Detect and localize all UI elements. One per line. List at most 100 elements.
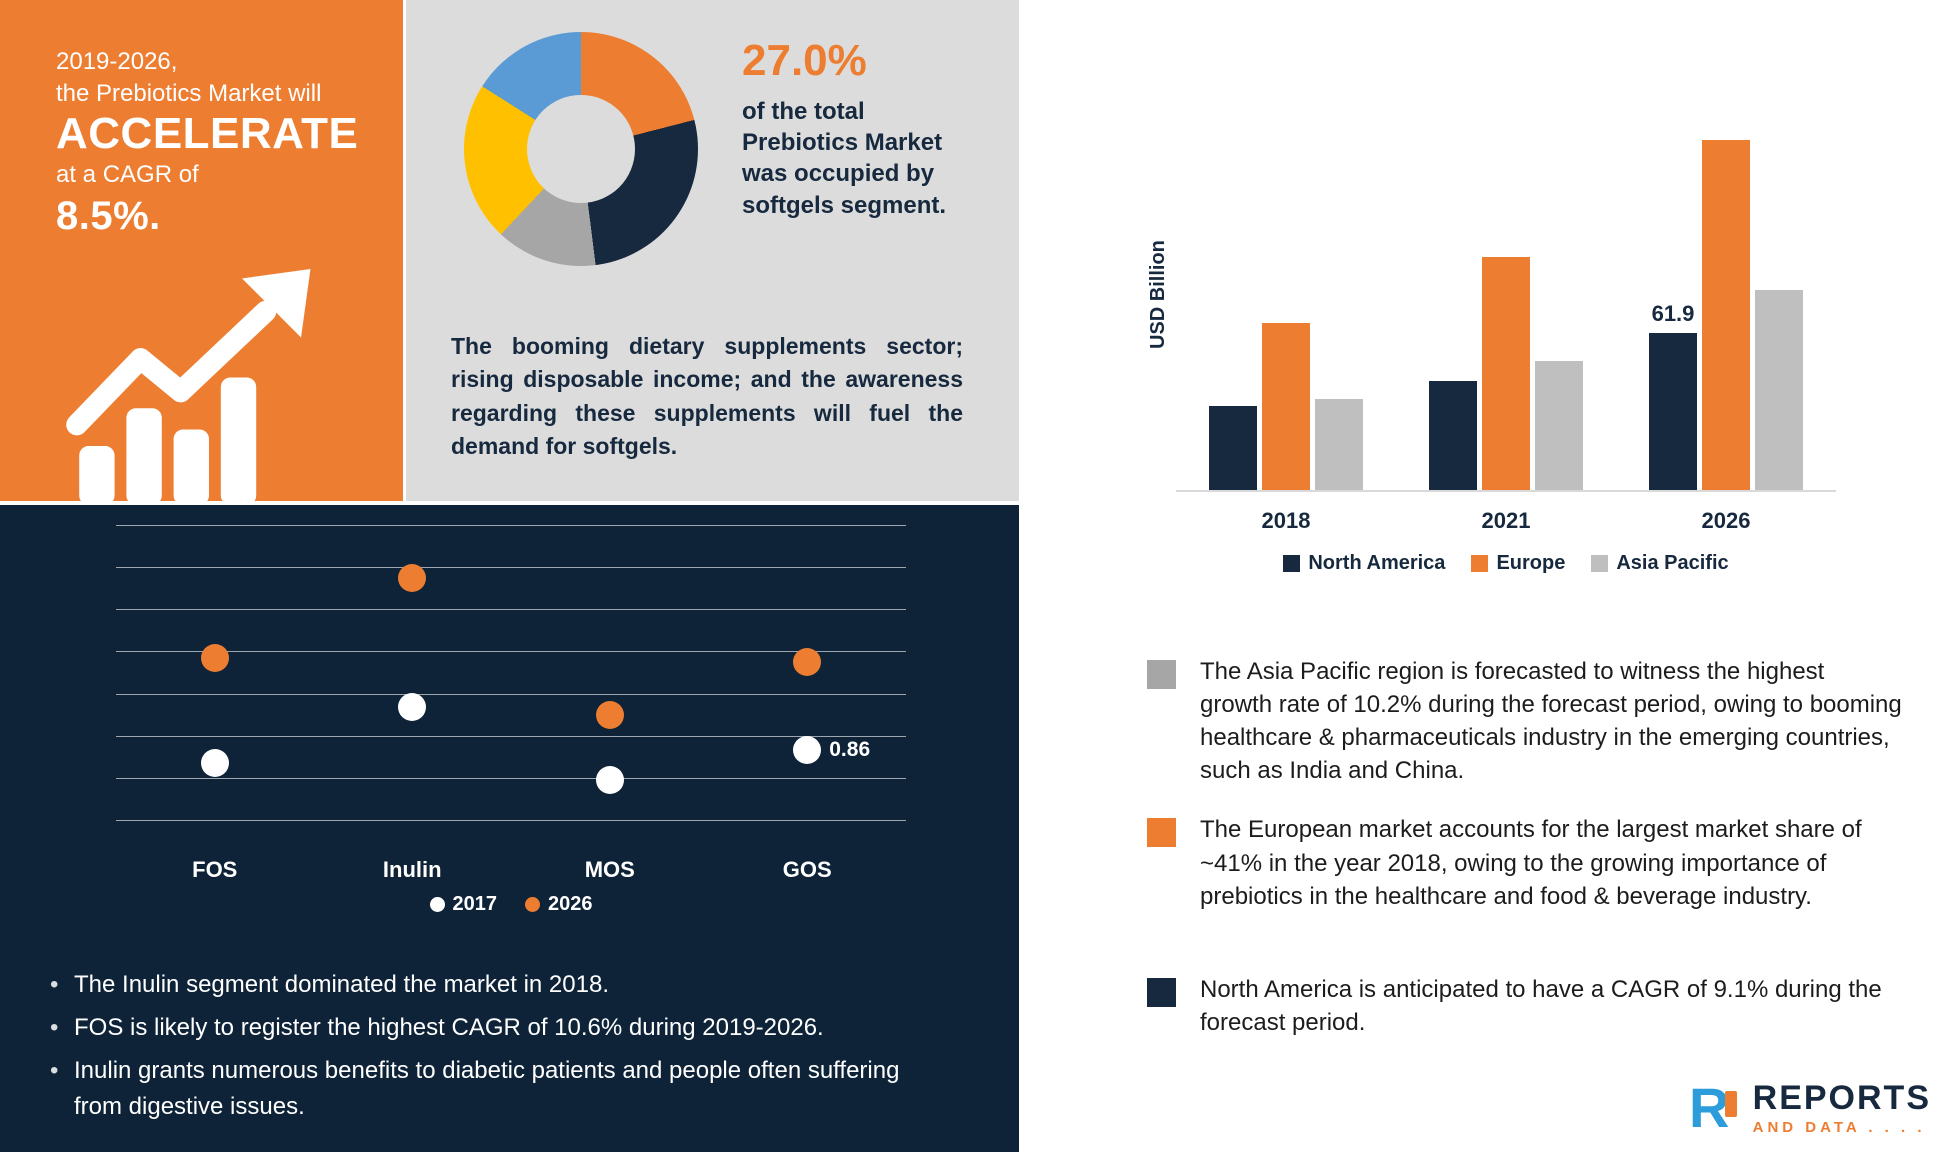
europe-bar bbox=[1482, 256, 1530, 490]
asia-pacific-bar bbox=[1755, 289, 1803, 490]
dotplot-point bbox=[595, 765, 624, 794]
promo-accelerate: ACCELERATE bbox=[56, 109, 359, 159]
promo-market-text: the Prebiotics Market will bbox=[56, 79, 322, 107]
dotplot-point bbox=[200, 644, 229, 673]
dotplot-point bbox=[793, 648, 822, 677]
region-notes: The Asia Pacific region is forecasted to… bbox=[1147, 655, 1903, 1065]
bar-cluster bbox=[1429, 256, 1583, 490]
bullet-item: Inulin grants numerous benefits to diabe… bbox=[46, 1053, 946, 1125]
bar bbox=[1262, 322, 1310, 490]
dotplot-point bbox=[398, 692, 427, 721]
dotplot-legend: 2017 2026 bbox=[116, 893, 906, 916]
dotplot-category-label: Inulin bbox=[382, 857, 442, 882]
bar bbox=[1482, 256, 1530, 490]
legend-swatch bbox=[1471, 555, 1489, 572]
bar-value-label: 61.9 bbox=[1651, 301, 1695, 327]
bar-category-label: 2018 bbox=[1261, 508, 1311, 533]
bar bbox=[1315, 398, 1363, 490]
legend-swatch bbox=[525, 897, 540, 912]
legend-swatch bbox=[429, 897, 445, 912]
segment-chart-panel: 0.86 FOS Inulin MOS GOS 2017 2026 The Inulin… bbox=[0, 505, 1019, 1152]
note-color-swatch bbox=[1147, 977, 1176, 1007]
legend-item: North America bbox=[1283, 552, 1445, 575]
softgels-panel: 27.0% of the total Prebiotics Market was… bbox=[406, 0, 1019, 501]
dotplot-category-label: MOS bbox=[584, 857, 635, 882]
dotplot-gridline bbox=[116, 820, 906, 821]
segment-dotplot: 0.86 bbox=[116, 525, 906, 821]
dotplot-category-label: FOS bbox=[192, 857, 238, 882]
dotplot-gridline bbox=[116, 693, 906, 695]
dotplot-annotation: 0.86 bbox=[829, 738, 871, 762]
region-note: The Asia Pacific region is forecasted to… bbox=[1147, 655, 1903, 787]
legend-label: 2017 bbox=[452, 893, 498, 915]
dotplot-gridline bbox=[116, 735, 906, 737]
legend-item: Europe bbox=[1471, 552, 1565, 575]
legend-item: Asia Pacific bbox=[1591, 552, 1729, 575]
dotplot-category-label: GOS bbox=[782, 857, 832, 882]
bar: 61.9 bbox=[1649, 301, 1697, 490]
dotplot-gridline bbox=[116, 777, 906, 779]
region-note-text: The Asia Pacific region is forecasted to… bbox=[1200, 658, 1902, 785]
segment-bullets: The Inulin segment dominated the market … bbox=[46, 967, 946, 1132]
bullet-item: The Inulin segment dominated the market … bbox=[46, 967, 946, 1003]
legend-label: North America bbox=[1308, 552, 1446, 574]
asia-pacific-bar bbox=[1535, 360, 1583, 490]
note-color-swatch bbox=[1147, 660, 1176, 689]
growth-arrow-icon bbox=[66, 269, 311, 506]
europe-bar bbox=[1262, 322, 1310, 490]
dotplot-point bbox=[398, 563, 427, 592]
donut-hole bbox=[527, 95, 635, 203]
bar bbox=[1209, 406, 1257, 490]
bar bbox=[1429, 381, 1477, 490]
region-note-text: North America is anticipated to have a C… bbox=[1200, 975, 1882, 1036]
north-america-bar bbox=[1209, 406, 1257, 490]
legend-swatch bbox=[1283, 555, 1301, 572]
bar-group: 2018 bbox=[1209, 110, 1363, 533]
dotplot-point bbox=[200, 749, 229, 778]
dotplot-gridline bbox=[116, 567, 906, 569]
softgels-share-desc: of the total Prebiotics Market was occup… bbox=[742, 98, 947, 219]
logo-icon: R bbox=[1689, 1083, 1737, 1135]
dotplot-point bbox=[793, 736, 822, 765]
softgels-note: The booming dietary supplements sector; … bbox=[451, 333, 963, 460]
logo-subtitle: AND DATA . . . . bbox=[1752, 1119, 1926, 1136]
bar-cluster bbox=[1209, 322, 1363, 490]
bar-group: 2021 bbox=[1429, 110, 1583, 533]
legend-item: 2017 bbox=[429, 893, 498, 916]
logo-text: REPORTS AND DATA . . . . bbox=[1753, 1081, 1931, 1136]
reports-and-data-logo: R REPORTS AND DATA . . . . bbox=[1689, 1081, 1931, 1136]
region-note: The European market accounts for the lar… bbox=[1147, 813, 1903, 912]
north-america-bar bbox=[1649, 333, 1697, 490]
bar-group: 61.9 2026 bbox=[1649, 110, 1803, 533]
svg-text:R: R bbox=[1689, 1083, 1729, 1135]
europe-bar bbox=[1702, 140, 1750, 490]
legend-label: 2026 bbox=[548, 893, 593, 915]
promo-years: 2019-2026, bbox=[56, 48, 178, 75]
regional-bar-chart: 2018 2021 61.9 2026 bbox=[1176, 110, 1836, 533]
north-america-bar bbox=[1429, 381, 1477, 490]
softgels-stat-block: 27.0% of the total Prebiotics Market was… bbox=[742, 36, 977, 221]
softgels-donut-chart bbox=[464, 32, 698, 266]
bar bbox=[1755, 289, 1803, 490]
legend-label: Europe bbox=[1496, 552, 1566, 574]
region-note: North America is anticipated to have a C… bbox=[1147, 973, 1903, 1039]
logo-title: REPORTS bbox=[1752, 1079, 1931, 1117]
promo-cagr-label: at a CAGR of bbox=[56, 160, 199, 188]
softgels-share-stat: 27.0% bbox=[742, 36, 867, 85]
dotplot-category-axis: FOS Inulin MOS GOS bbox=[116, 857, 906, 883]
legend-label: Asia Pacific bbox=[1616, 552, 1729, 574]
region-note-text: The European market accounts for the lar… bbox=[1200, 816, 1862, 910]
bar bbox=[1702, 140, 1750, 490]
promo-cagr-value: 8.5%. bbox=[56, 194, 161, 239]
bar bbox=[1535, 360, 1583, 490]
dotplot-gridline bbox=[116, 651, 906, 653]
note-color-swatch bbox=[1147, 818, 1176, 848]
bar-chart-legend: North America Europe Asia Pacific bbox=[1176, 552, 1836, 575]
legend-item: 2026 bbox=[525, 893, 593, 916]
asia-pacific-bar bbox=[1315, 398, 1363, 490]
dotplot-gridline bbox=[116, 609, 906, 611]
dotplot-gridline bbox=[116, 525, 906, 526]
bullet-item: FOS is likely to register the highest CA… bbox=[46, 1010, 946, 1046]
legend-swatch bbox=[1591, 555, 1609, 572]
